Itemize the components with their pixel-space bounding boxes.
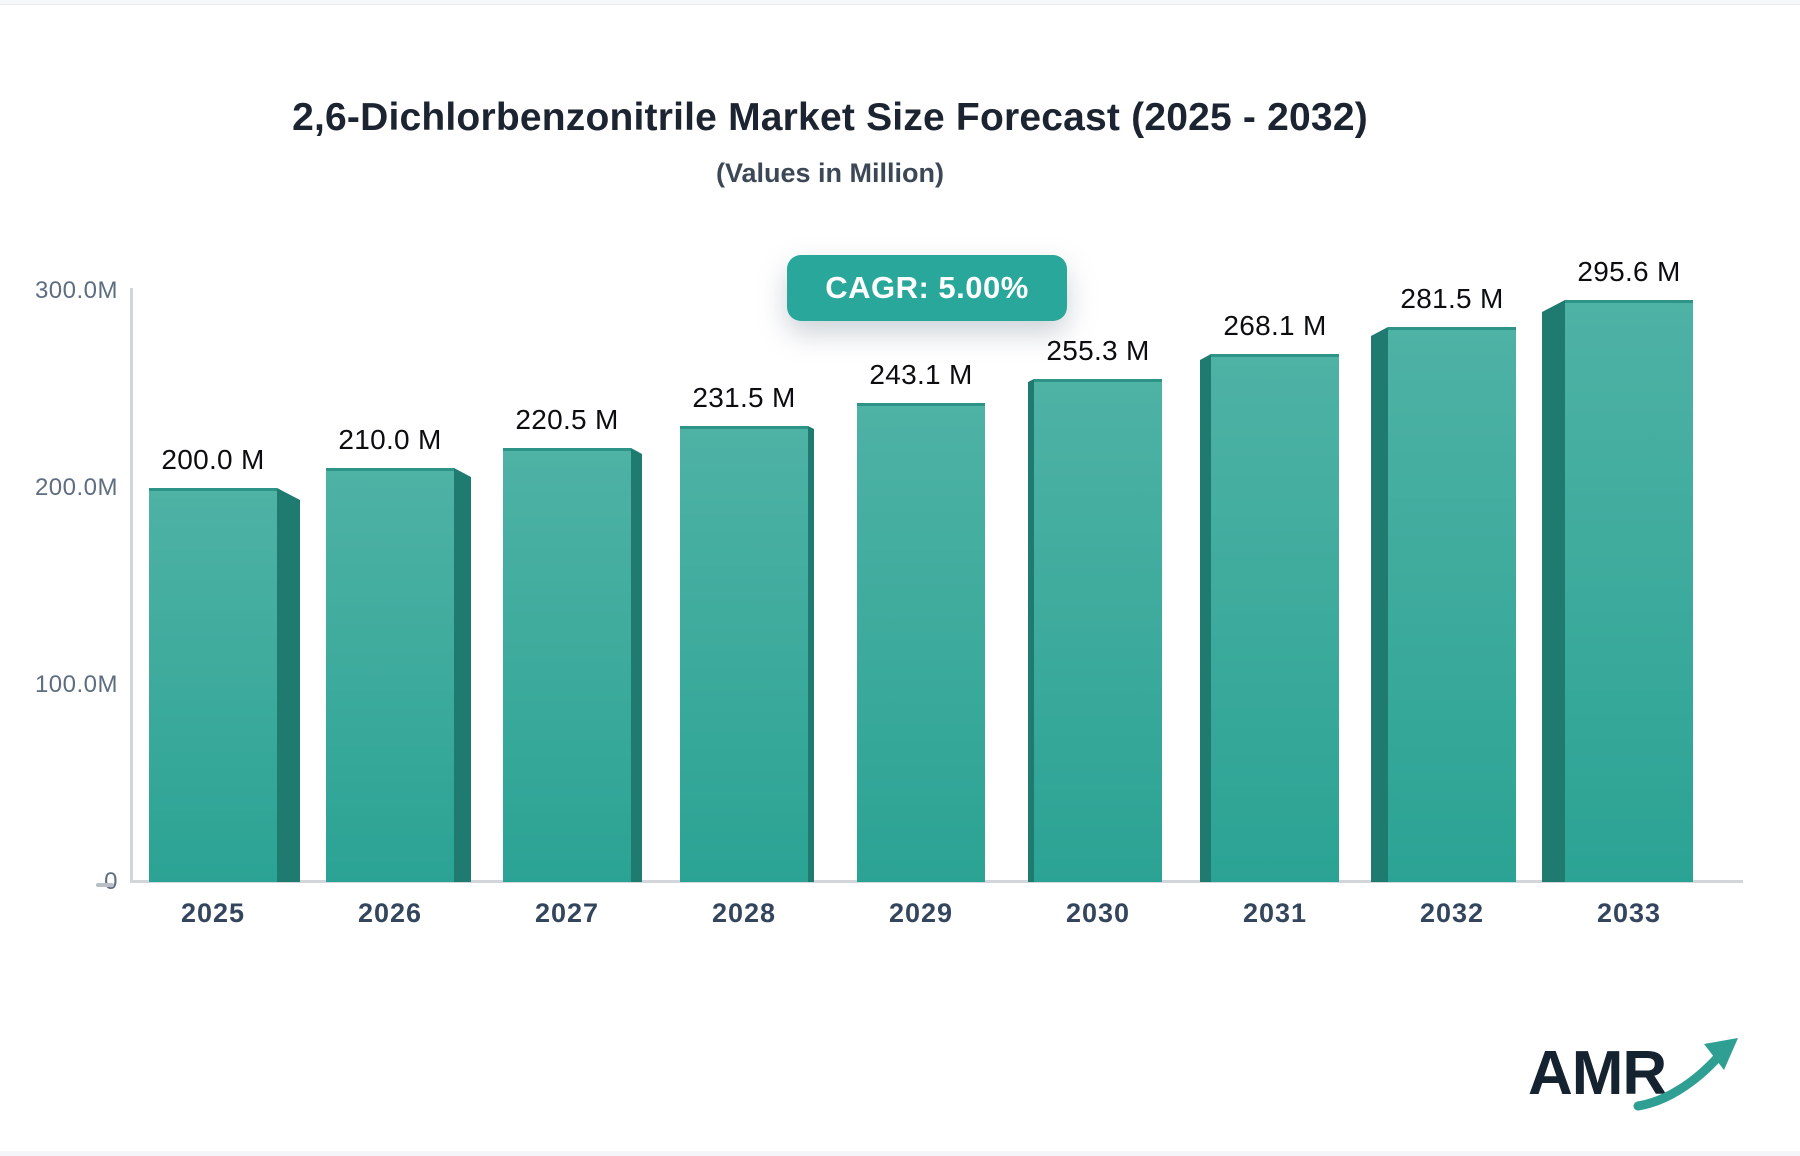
bar [1034, 379, 1162, 882]
y-tick-label: 100.0M [34, 671, 118, 698]
x-tick-label: 2032 [1419, 898, 1485, 928]
bar-value-label: 243.1 M [869, 359, 973, 390]
bar-side [1028, 379, 1034, 882]
bar [503, 448, 631, 882]
bar [857, 403, 985, 882]
y-tick-label: 200.0M [34, 474, 118, 501]
bar-side [1200, 354, 1211, 882]
bar-value-label: 210.0 M [338, 424, 442, 455]
top-edge-strip [0, 0, 1800, 5]
x-tick-label: 2029 [888, 898, 954, 928]
zero-tick-mark [96, 883, 114, 887]
bar-side [277, 488, 300, 882]
bar-value-label: 281.5 M [1400, 283, 1504, 314]
x-tick-label: 2027 [534, 898, 600, 928]
bar [1388, 327, 1516, 882]
x-tick-label: 2033 [1596, 898, 1662, 928]
amr-logo: AMR [1528, 1030, 1758, 1120]
y-axis-line [130, 288, 133, 882]
bar-side [454, 468, 471, 882]
x-tick-label: 2030 [1065, 898, 1131, 928]
y-tick-label: 300.0M [34, 277, 118, 304]
bar [680, 426, 808, 882]
bar-value-label: 268.1 M [1223, 310, 1327, 341]
bar-side [1371, 327, 1388, 882]
logo-text: AMR [1528, 1039, 1667, 1108]
growth-arrow-icon [1633, 1038, 1738, 1111]
y-tick-label: 0 [104, 868, 118, 895]
x-tick-label: 2025 [180, 898, 246, 928]
bar-value-label: 200.0 M [161, 444, 265, 475]
chart-title: 2,6-Dichlorbenzonitrile Market Size Fore… [292, 96, 1368, 139]
x-tick-label: 2031 [1242, 898, 1308, 928]
bar [149, 488, 277, 882]
bar-value-label: 220.5 M [515, 404, 619, 435]
chart-header: 2,6-Dichlorbenzonitrile Market Size Fore… [0, 96, 1660, 189]
bar-value-label: 255.3 M [1046, 335, 1150, 366]
bar-side [1542, 300, 1565, 882]
bar [1211, 354, 1339, 882]
bar [1565, 300, 1693, 882]
bar-side [808, 426, 814, 882]
bar-value-label: 231.5 M [692, 382, 796, 413]
bar-value-label: 295.6 M [1577, 256, 1681, 287]
cagr-badge: CAGR: 5.00% [787, 255, 1067, 321]
x-tick-label: 2028 [711, 898, 777, 928]
bottom-edge-strip [0, 1151, 1800, 1156]
chart-subtitle: (Values in Million) [715, 158, 945, 188]
bar-side [631, 448, 642, 882]
x-tick-label: 2026 [357, 898, 423, 928]
bar [326, 468, 454, 882]
